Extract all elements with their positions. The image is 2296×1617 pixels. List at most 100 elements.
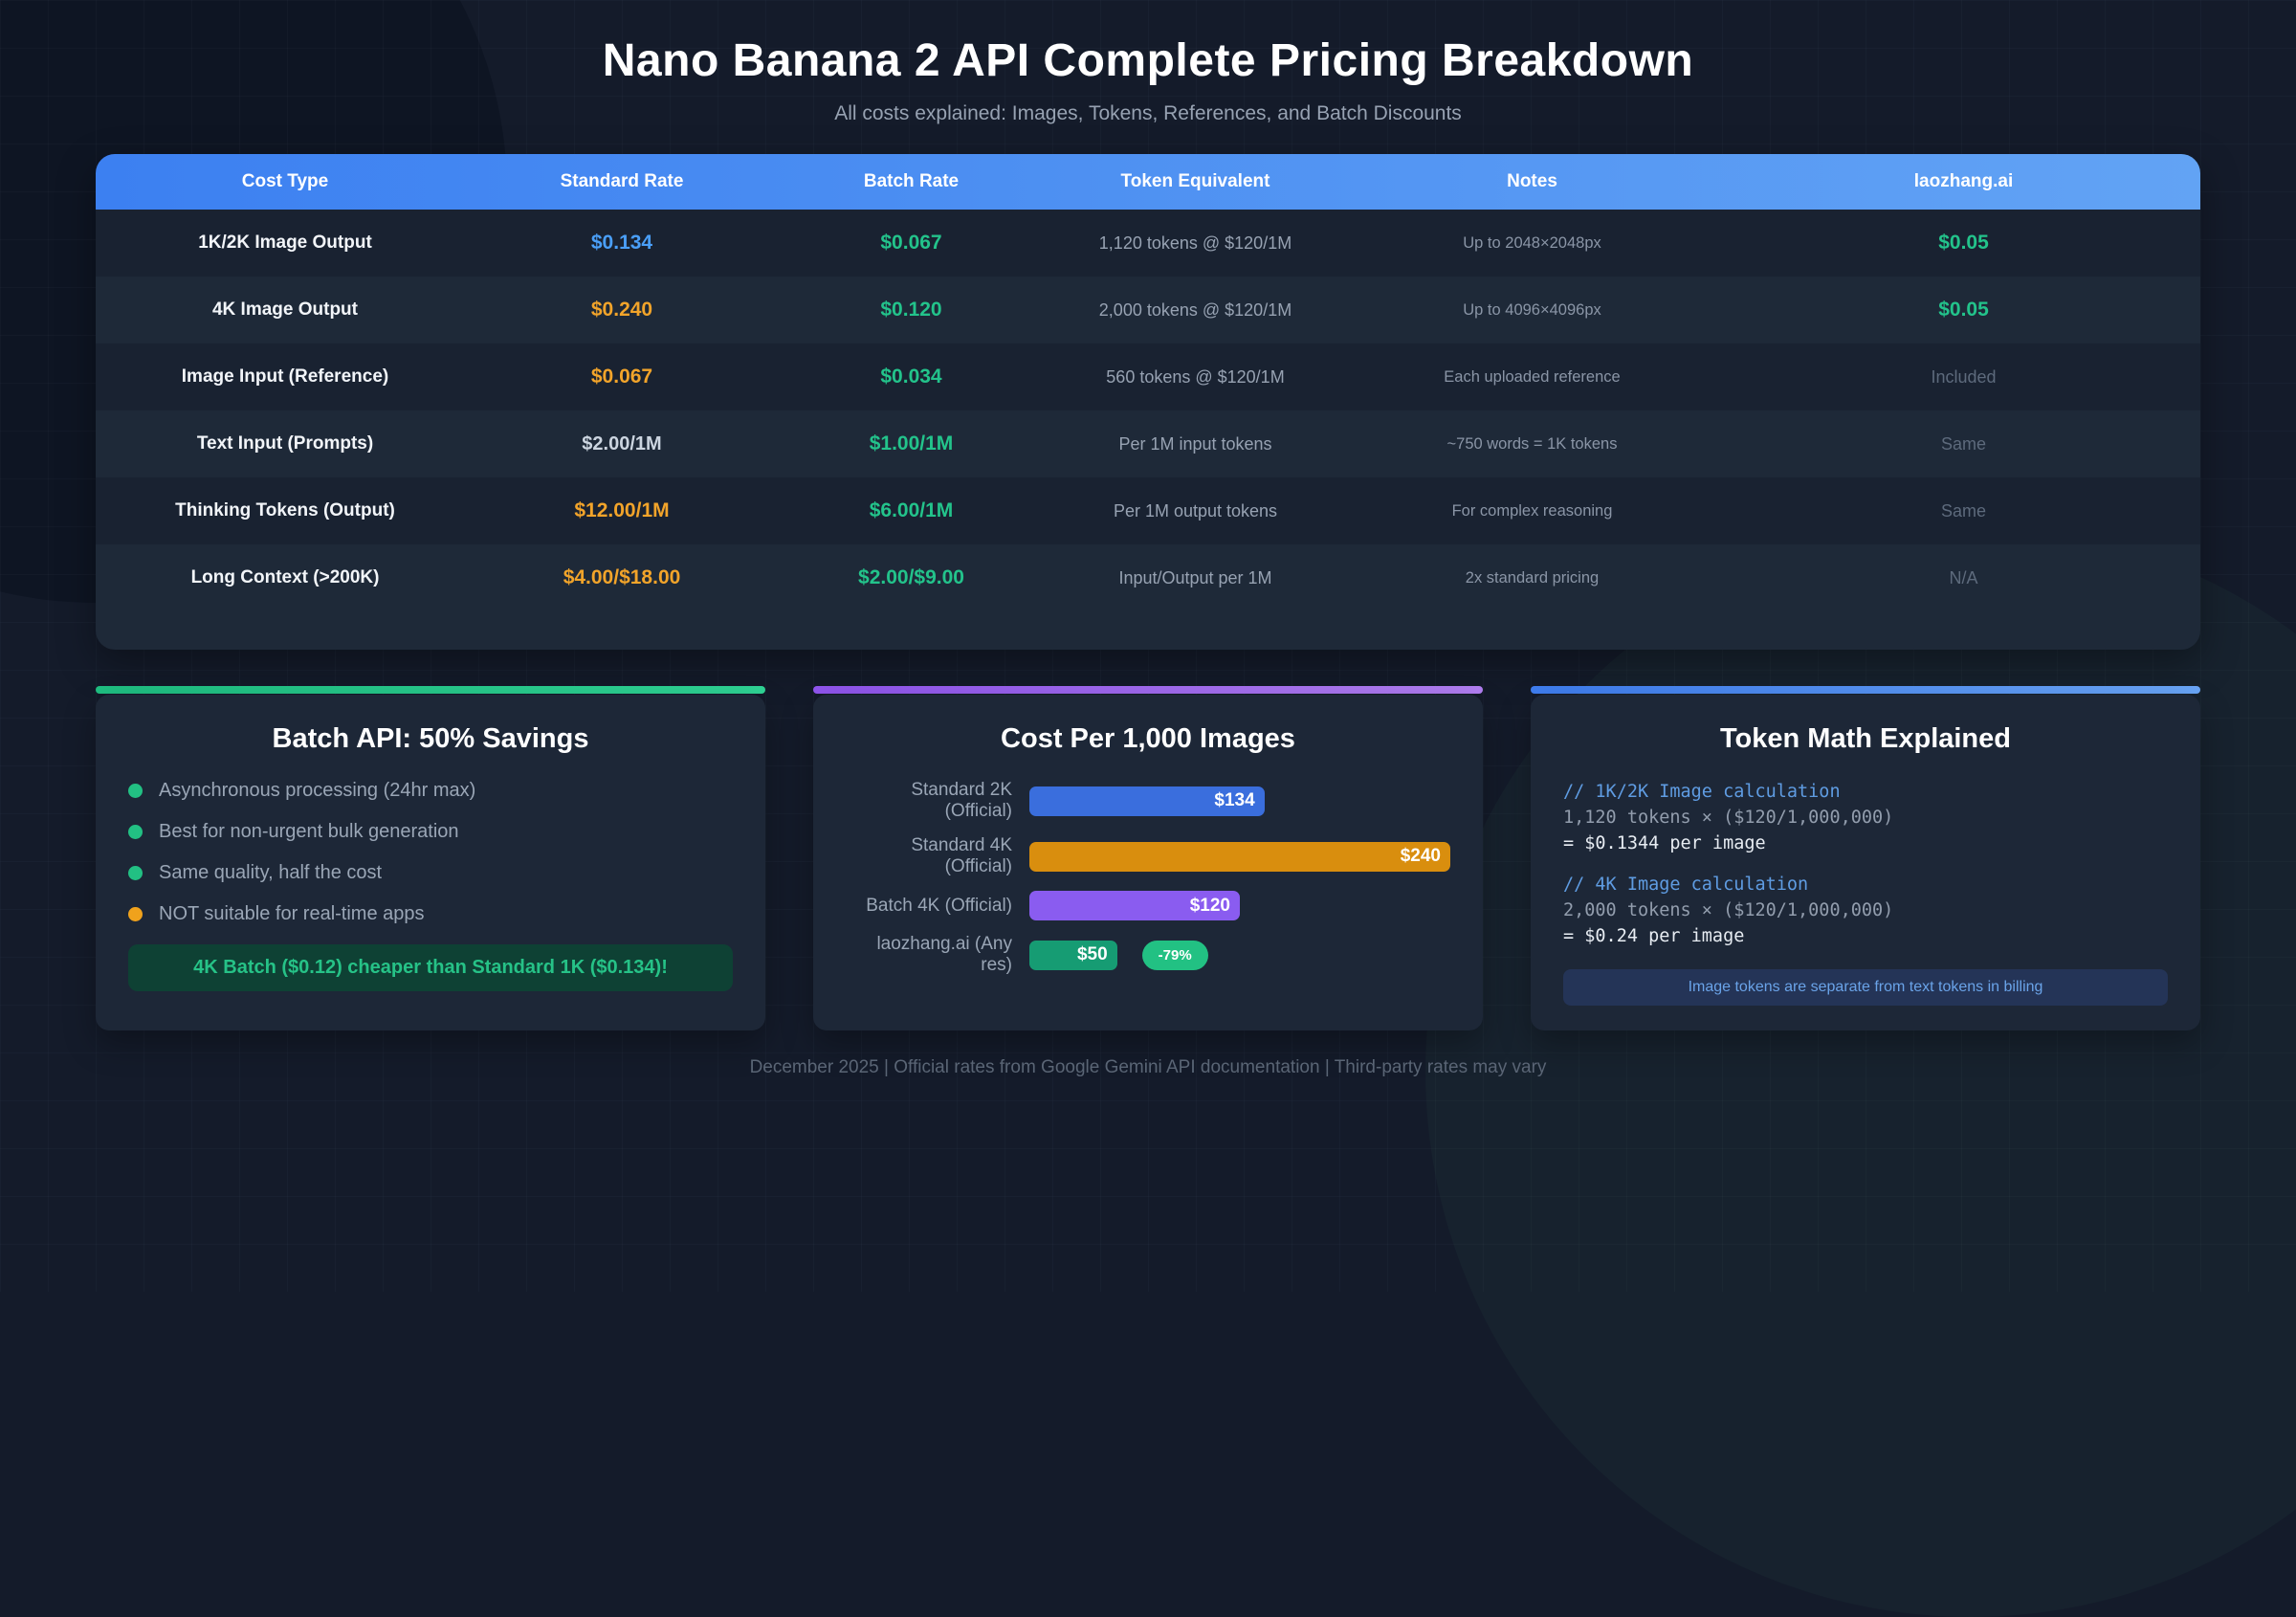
standard-rate-value: $0.134: [590, 232, 653, 254]
code-result: = $0.1344 per image: [1563, 832, 1766, 853]
pricing-table: Cost Type Standard Rate Batch Rate Token…: [96, 154, 2200, 650]
bar-track: $120: [1029, 891, 1450, 920]
bullet-dot-icon: [128, 866, 143, 880]
table-row: Long Context (>200K) $4.00/$18.00 $2.00/…: [96, 544, 2200, 611]
standard-rate-value: $4.00/$18.00: [563, 566, 681, 588]
cost-type-label: Long Context (>200K): [190, 567, 380, 587]
bar-label: laozhang.ai (Any res): [876, 934, 1012, 975]
chart-row: Standard 2K (Official) $134: [846, 780, 1450, 822]
list-item-label: NOT suitable for real-time apps: [159, 903, 425, 924]
bar-label: Standard 2K (Official): [911, 780, 1012, 821]
batch-rate-value: $0.120: [880, 299, 942, 321]
table-row: Thinking Tokens (Output) $12.00/1M $6.00…: [96, 477, 2200, 544]
batch-card-title: Batch API: 50% Savings: [272, 723, 589, 754]
cost-type-label: 4K Image Output: [211, 299, 358, 320]
notes-value: For complex reasoning: [1451, 501, 1613, 520]
cost-type-label: Text Input (Prompts): [196, 433, 374, 454]
batch-highlight-banner: 4K Batch ($0.12) cheaper than Standard 1…: [128, 944, 733, 991]
standard-rate-value: $2.00/1M: [582, 432, 662, 454]
column-header-standard-rate: Standard Rate: [560, 171, 684, 191]
list-item-label: Same quality, half the cost: [159, 862, 383, 883]
code-block: // 4K Image calculation 2,000 tokens × (…: [1563, 873, 2168, 949]
token-billing-note: Image tokens are separate from text toke…: [1563, 968, 2168, 1006]
bullet-dot-icon: [128, 825, 143, 839]
list-item-label: Best for non-urgent bulk generation: [159, 821, 459, 842]
token-equivalent-value: Per 1M input tokens: [1118, 433, 1272, 454]
laozhang-value: Included: [1931, 366, 1997, 387]
bullet-dot-icon: [128, 784, 143, 798]
table-row: Text Input (Prompts) $2.00/1M $1.00/1M P…: [96, 410, 2200, 477]
list-item: NOT suitable for real-time apps: [128, 903, 733, 925]
token-equivalent-value: 560 tokens @ $120/1M: [1106, 366, 1285, 387]
bar-track: $240: [1029, 841, 1450, 872]
table-row: 1K/2K Image Output $0.134 $0.067 1,120 t…: [96, 210, 2200, 277]
bar-chart: Standard 2K (Official) $134 Standard 4K …: [846, 780, 1450, 976]
card-accent-blue: [1531, 686, 2200, 694]
bar-track: $50 -79%: [1029, 940, 1450, 970]
laozhang-value: $0.05: [1938, 299, 1989, 321]
bar: $50: [1029, 940, 1117, 970]
token-card-title: Token Math Explained: [1719, 723, 2011, 754]
bar: $134: [1029, 786, 1265, 816]
chart-row: Batch 4K (Official) $120: [846, 891, 1450, 920]
bar-track: $134: [1029, 786, 1450, 816]
page-title: Nano Banana 2 API Complete Pricing Break…: [602, 35, 1694, 86]
column-header-cost-type: Cost Type: [241, 171, 329, 191]
list-item: Best for non-urgent bulk generation: [128, 821, 733, 843]
laozhang-value: $0.05: [1938, 232, 1989, 254]
notes-value: ~750 words = 1K tokens: [1446, 434, 1618, 453]
card-accent-green: [96, 686, 765, 694]
cost-chart-card: Cost Per 1,000 Images Standard 2K (Offic…: [813, 686, 1483, 1030]
column-header-laozhang: laozhang.ai: [1913, 171, 2014, 191]
cost-type-label: 1K/2K Image Output: [198, 233, 372, 253]
code-comment: // 4K Image calculation: [1563, 875, 1809, 896]
token-equivalent-value: Input/Output per 1M: [1118, 567, 1272, 587]
chart-title: Cost Per 1,000 Images: [1001, 723, 1295, 754]
table-row: Image Input (Reference) $0.067 $0.034 56…: [96, 343, 2200, 410]
standard-rate-value: $0.067: [590, 365, 653, 388]
token-equivalent-value: Per 1M output tokens: [1113, 500, 1278, 521]
list-item-label: Asynchronous processing (24hr max): [159, 780, 476, 801]
code-calculation: 1,120 tokens × ($120/1,000,000): [1563, 807, 1894, 828]
chart-row: Standard 4K (Official) $240: [846, 835, 1450, 877]
bar: $240: [1029, 841, 1450, 872]
bullet-dot-icon: [128, 907, 143, 921]
standard-rate-value: $0.240: [590, 299, 653, 321]
batch-rate-value: $1.00/1M: [869, 432, 954, 454]
code-comment: // 1K/2K Image calculation: [1563, 782, 1841, 802]
laozhang-value: Same: [1940, 433, 1987, 454]
token-equivalent-value: 2,000 tokens @ $120/1M: [1098, 299, 1292, 320]
column-header-token-equivalent: Token Equivalent: [1120, 171, 1270, 191]
standard-rate-value: $12.00/1M: [574, 499, 670, 521]
bar: $120: [1029, 891, 1240, 920]
batch-feature-list: Asynchronous processing (24hr max) Best …: [128, 780, 733, 925]
batch-rate-value: $2.00/$9.00: [858, 566, 964, 588]
discount-badge: -79%: [1141, 940, 1208, 970]
batch-rate-value: $6.00/1M: [869, 499, 954, 521]
column-header-batch-rate: Batch Rate: [863, 171, 960, 191]
notes-value: Each uploaded reference: [1444, 367, 1621, 386]
code-block: // 1K/2K Image calculation 1,120 tokens …: [1563, 780, 2168, 856]
token-math-code: // 1K/2K Image calculation 1,120 tokens …: [1563, 780, 2168, 950]
batch-rate-value: $0.067: [880, 232, 942, 254]
column-header-notes: Notes: [1507, 171, 1557, 191]
token-math-card: Token Math Explained // 1K/2K Image calc…: [1531, 686, 2200, 1030]
page-subtitle: All costs explained: Images, Tokens, Ref…: [834, 102, 1462, 124]
batch-rate-value: $0.034: [880, 365, 942, 388]
list-item: Asynchronous processing (24hr max): [128, 780, 733, 802]
pricing-table-header: Cost Type Standard Rate Batch Rate Token…: [96, 154, 2200, 210]
list-item: Same quality, half the cost: [128, 862, 733, 884]
bar-label: Batch 4K (Official): [866, 895, 1012, 916]
cost-type-label: Thinking Tokens (Output): [175, 500, 395, 521]
token-equivalent-value: 1,120 tokens @ $120/1M: [1098, 233, 1292, 253]
notes-value: 2x standard pricing: [1465, 568, 1600, 587]
batch-api-card: Batch API: 50% Savings Asynchronous proc…: [96, 686, 765, 1030]
notes-value: Up to 2048×2048px: [1463, 233, 1601, 252]
laozhang-value: N/A: [1949, 567, 1978, 587]
cost-type-label: Image Input (Reference): [181, 366, 389, 387]
notes-value: Up to 4096×4096px: [1463, 300, 1601, 319]
footer-note: December 2025 | Official rates from Goog…: [749, 1056, 1547, 1077]
code-calculation: 2,000 tokens × ($120/1,000,000): [1563, 900, 1894, 921]
code-result: = $0.24 per image: [1563, 926, 1745, 947]
table-row: 4K Image Output $0.240 $0.120 2,000 toke…: [96, 277, 2200, 343]
